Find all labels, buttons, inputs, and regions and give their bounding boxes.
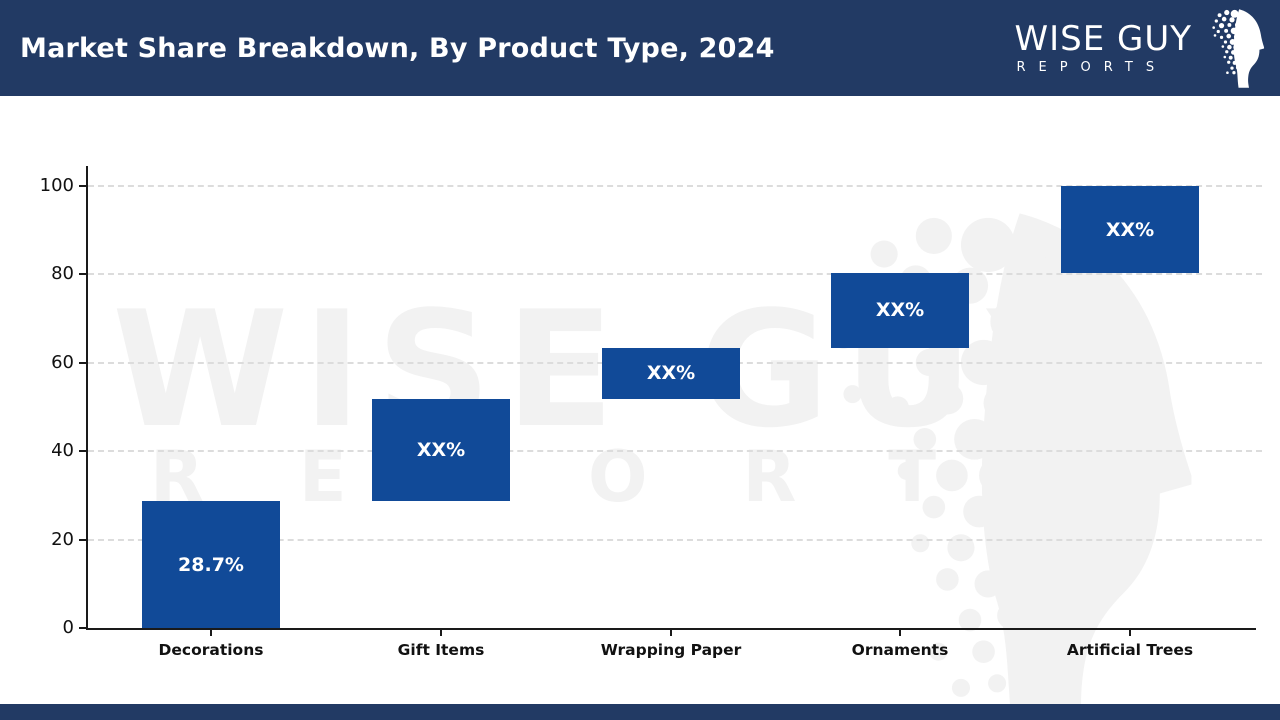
header-bar: Market Share Breakdown, By Product Type,… [0,0,1280,96]
y-tick-label-60: 60 [51,351,74,373]
bar-wrapping-paper: XX% [602,347,740,400]
logo-subtext: REPORTS [1016,60,1168,75]
x-tick-artificial-trees [1129,628,1131,636]
y-tick-label-40: 40 [51,440,74,462]
x-tick-label-decorations: Decorations [158,641,264,659]
y-tick-60 [79,361,88,364]
y-tick-label-80: 80 [51,263,74,285]
x-tick-ornaments [899,628,901,636]
gridline-100 [88,185,1262,187]
x-tick-label-artificial-trees: Artificial Trees [1066,641,1194,659]
y-tick-80 [79,273,88,276]
bar-label-decorations: 28.7% [178,553,244,576]
bar-label-ornaments: XX% [875,299,925,322]
gridline-40 [88,450,1262,453]
logo-head-icon [1212,8,1265,88]
x-tick-label-wrapping-paper: Wrapping Paper [600,641,742,659]
bar-ornaments: XX% [831,273,969,348]
y-tick-label-100: 100 [39,175,74,196]
bar-gift-items: XX% [372,399,510,502]
bar-decorations: 28.7% [142,501,280,628]
page-title: Market Share Breakdown, By Product Type,… [20,32,775,64]
bar-label-gift-items: XX% [416,439,466,462]
x-tick-gift-items [440,628,442,636]
x-tick-wrapping-paper [670,628,672,636]
y-axis-line [86,166,88,630]
logo-wordmark: WISE GUY [1014,19,1192,59]
bar-label-wrapping-paper: XX% [646,362,696,385]
y-tick-40 [79,450,88,453]
gridline-20 [88,538,1262,541]
y-tick-100 [79,185,88,187]
x-tick-label-gift-items: Gift Items [397,641,485,659]
y-tick-20 [79,538,88,541]
gridline-80 [88,273,1262,276]
bar-label-artificial-trees: XX% [1105,218,1155,241]
y-tick-label-0: 0 [62,617,74,638]
footer-bar [0,704,1280,720]
bar-artificial-trees: XX% [1061,186,1199,274]
x-tick-label-ornaments: Ornaments [851,641,949,659]
wise-guy-reports-logo: WISE GUY REPORTS [1014,8,1280,88]
y-tick-label-20: 20 [51,528,74,550]
x-tick-decorations [210,628,212,636]
y-tick-0 [79,627,88,629]
